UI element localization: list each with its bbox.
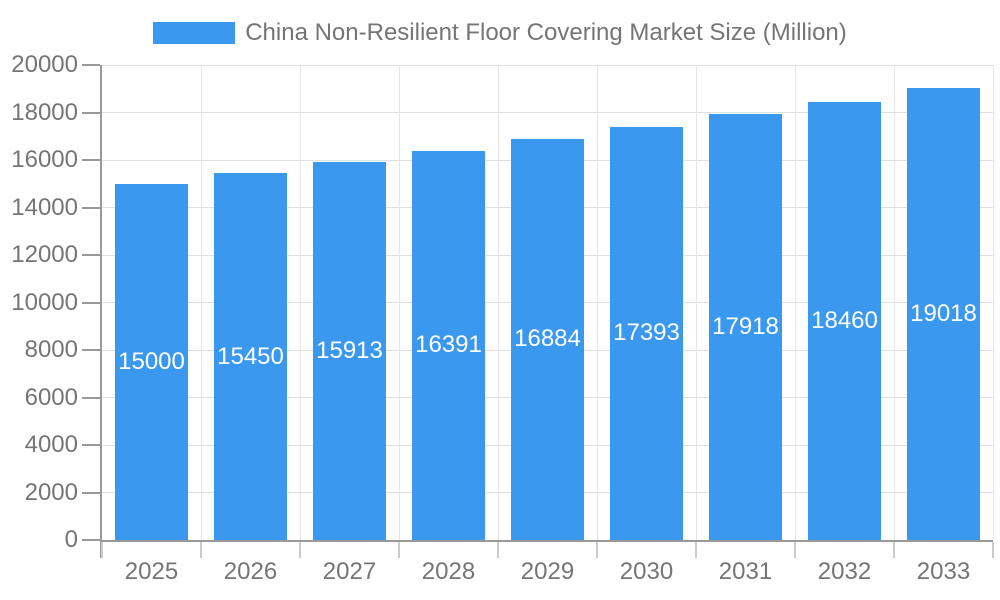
y-axis-tick <box>82 254 100 256</box>
gridline-v <box>695 65 697 540</box>
bar-value-label: 18460 <box>811 306 878 334</box>
y-axis-label: 16000 <box>11 146 78 173</box>
y-axis-label: 4000 <box>24 431 78 458</box>
x-axis-tick <box>596 542 598 558</box>
gridline-v <box>497 65 499 540</box>
x-axis-line <box>102 540 993 542</box>
y-axis-tick <box>82 491 100 494</box>
bar[interactable]: 19018 <box>907 88 980 540</box>
x-axis-label: 2027 <box>322 558 377 585</box>
x-axis-tick <box>893 542 895 558</box>
x-axis-label: 2032 <box>817 558 872 585</box>
gridline-v <box>794 65 796 540</box>
x-axis-tick <box>398 542 400 558</box>
y-axis-label: 2000 <box>24 478 78 506</box>
y-axis-label: 8000 <box>24 336 78 363</box>
bar[interactable]: 16884 <box>511 139 584 540</box>
legend[interactable]: China Non-Resilient Floor Covering Marke… <box>0 20 1000 46</box>
y-axis-label: 14000 <box>11 193 78 221</box>
x-axis-label: 2026 <box>223 558 278 585</box>
bar-value-label: 17393 <box>613 319 680 347</box>
bar[interactable]: 17393 <box>610 126 683 540</box>
x-axis-tick <box>497 542 499 558</box>
gridline-v <box>299 65 301 540</box>
x-axis-tick <box>794 542 796 558</box>
bar[interactable]: 18460 <box>808 101 881 540</box>
y-axis-label: 10000 <box>11 288 78 316</box>
x-axis-label: 2030 <box>619 558 674 585</box>
legend-label: China Non-Resilient Floor Covering Marke… <box>245 19 847 46</box>
gridline-v <box>992 65 994 540</box>
bar[interactable]: 16391 <box>412 150 485 540</box>
bar[interactable]: 15450 <box>214 173 287 540</box>
bar-value-label: 17918 <box>712 313 779 341</box>
y-axis-label: 12000 <box>11 241 78 268</box>
y-axis-tick <box>82 206 100 209</box>
gridline-h <box>102 64 993 66</box>
bar-value-label: 16884 <box>514 325 581 353</box>
x-axis-label: 2028 <box>421 558 476 585</box>
y-axis-label: 20000 <box>11 51 78 78</box>
x-axis-tick <box>299 542 301 558</box>
y-axis-tick <box>82 444 100 446</box>
y-axis-tick <box>82 539 100 541</box>
bar[interactable]: 15000 <box>115 183 188 540</box>
y-axis-label: 0 <box>64 526 78 553</box>
bar[interactable]: 15913 <box>313 162 386 540</box>
x-axis-tick <box>200 542 202 558</box>
legend-swatch-icon <box>153 22 236 44</box>
x-axis-label: 2033 <box>916 558 971 585</box>
y-axis-tick <box>82 64 100 66</box>
x-axis-tick <box>992 542 994 558</box>
gridline-h <box>102 112 993 113</box>
y-axis-label: 6000 <box>24 383 78 411</box>
bar-value-label: 19018 <box>910 300 977 328</box>
bar-value-label: 15913 <box>316 337 383 365</box>
y-axis-line <box>100 65 102 558</box>
gridline-v <box>200 65 202 540</box>
y-axis-tick <box>82 159 100 161</box>
gridline-v <box>893 65 895 540</box>
y-axis-label: 18000 <box>11 98 78 126</box>
x-axis-tick <box>101 542 103 558</box>
bar-value-label: 16391 <box>415 331 482 359</box>
gridline-v <box>398 65 400 540</box>
bar-value-label: 15000 <box>118 347 185 375</box>
x-axis-tick <box>695 542 697 558</box>
x-axis-label: 2029 <box>520 558 575 585</box>
y-axis-tick <box>82 111 100 114</box>
bar-value-label: 15450 <box>217 342 284 370</box>
gridline-v <box>596 65 598 540</box>
x-axis-label: 2031 <box>718 558 773 585</box>
bar[interactable]: 17918 <box>709 114 782 540</box>
y-axis-tick <box>82 301 100 304</box>
y-axis-tick <box>82 396 100 399</box>
y-axis-tick <box>82 349 100 351</box>
x-axis-label: 2025 <box>124 558 179 585</box>
